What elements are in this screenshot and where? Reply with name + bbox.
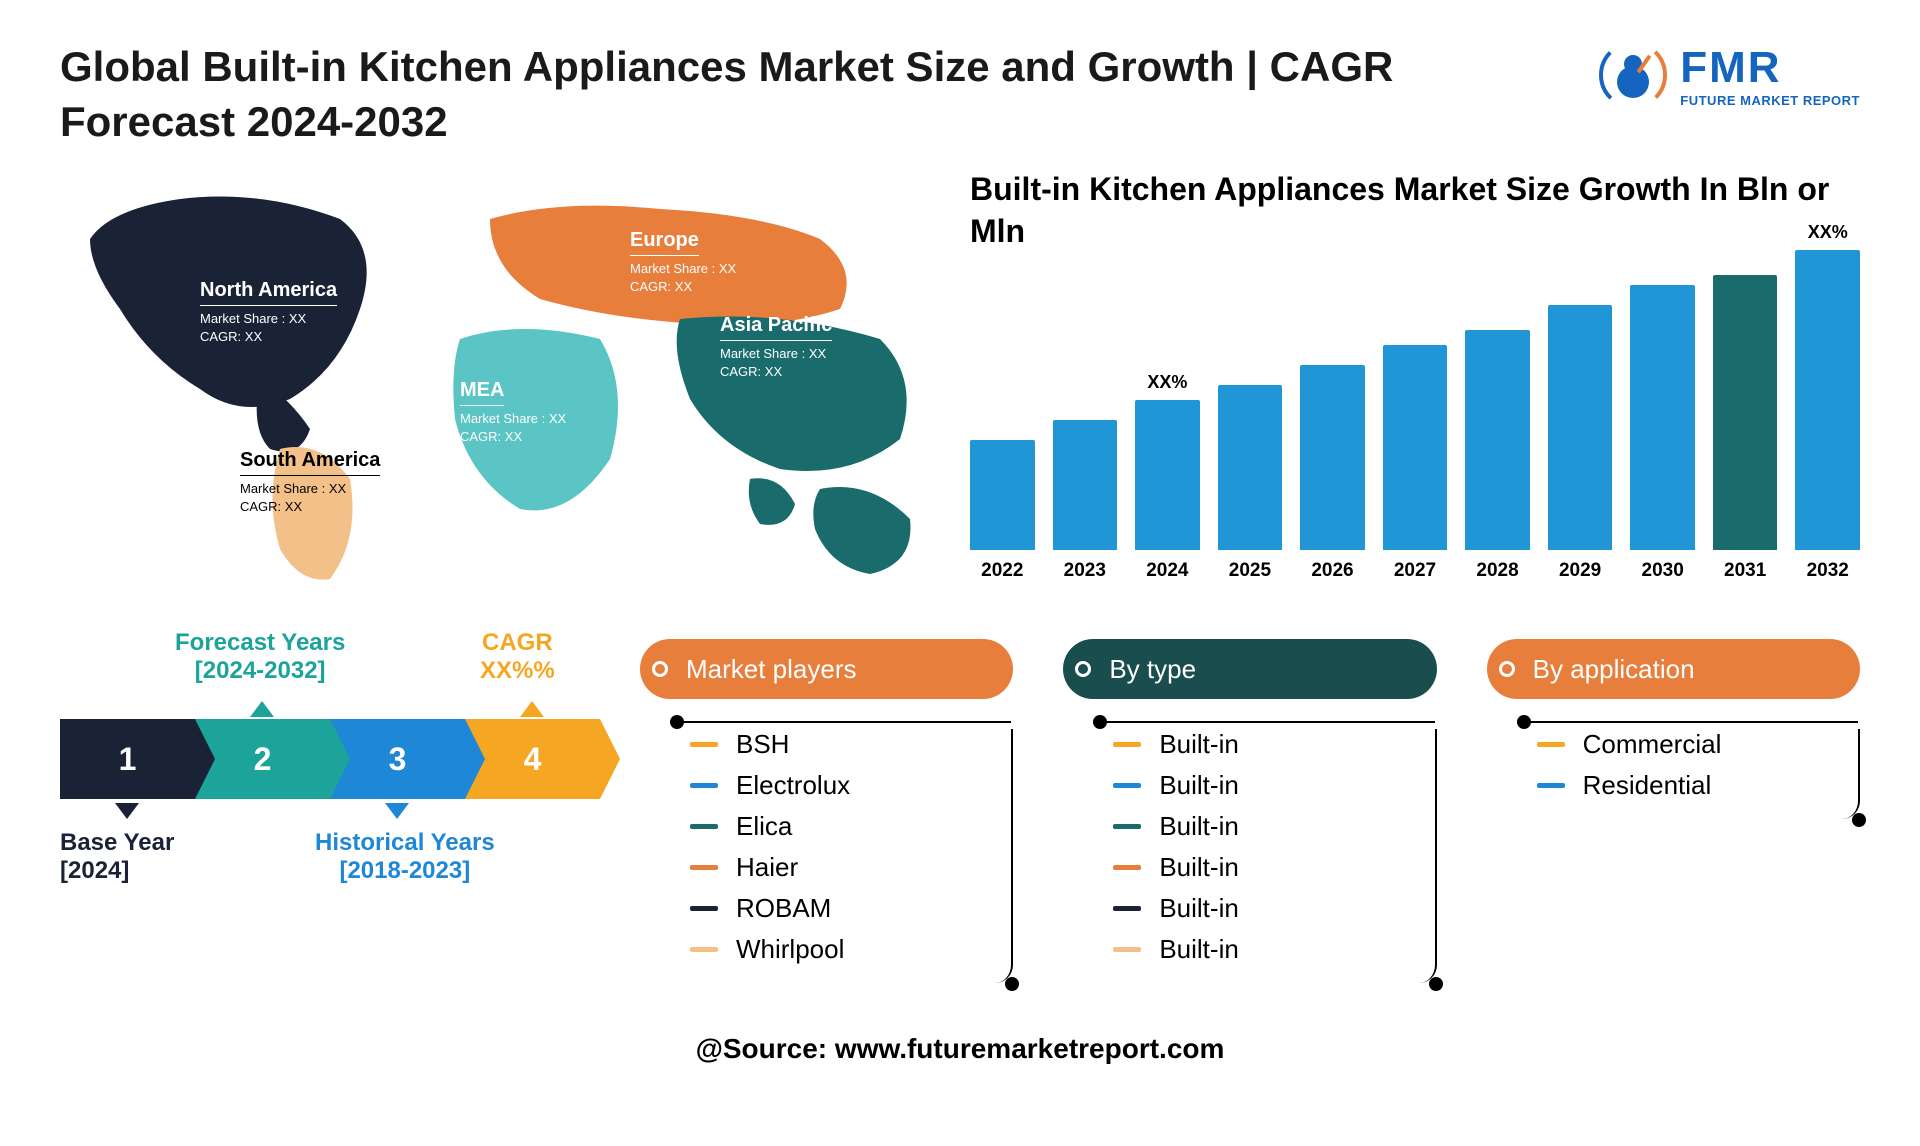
list-item: Built-in xyxy=(1113,811,1434,842)
header: Global Built-in Kitchen Appliances Marke… xyxy=(60,40,1860,149)
list-item: Residential xyxy=(1537,770,1858,801)
bar-2030: 2030 xyxy=(1630,285,1695,582)
seg-1: 1 xyxy=(60,719,195,799)
bar-2027: 2027 xyxy=(1383,345,1448,582)
category-header: Market players xyxy=(640,639,1013,699)
bottom-row: Forecast Years [2024-2032] CAGR XX%% 1 2… xyxy=(60,639,1860,983)
list-item: Built-in xyxy=(1113,770,1434,801)
list-item: Haier xyxy=(690,852,1011,883)
pointer-forecast xyxy=(250,701,274,717)
category-header: By type xyxy=(1063,639,1436,699)
category-by-application: By application Commercial Residential xyxy=(1487,639,1860,983)
region-europe: EuropeMarket Share : XXCAGR: XX xyxy=(630,229,736,296)
list-item: BSH xyxy=(690,729,1011,760)
bar-2031: 2031 xyxy=(1713,275,1778,582)
source-footer: @Source: www.futuremarketreport.com xyxy=(60,1033,1860,1065)
list-item: Built-in xyxy=(1113,893,1434,924)
list-item: Commercial xyxy=(1537,729,1858,760)
historical-label: Historical Years [2018-2023] xyxy=(315,829,495,885)
list-item: Built-in xyxy=(1113,852,1434,883)
base-year-label: Base Year [2024] xyxy=(60,829,174,885)
pointer-cagr xyxy=(520,701,544,717)
bar-2026: 2026 xyxy=(1300,365,1365,582)
list-item: Whirlpool xyxy=(690,934,1011,965)
bar-2024: XX%2024 xyxy=(1135,400,1200,582)
list-item: Built-in xyxy=(1113,934,1434,965)
bar-2028: 2028 xyxy=(1465,330,1530,582)
seg-2: 2 xyxy=(195,719,330,799)
list-item: Elica xyxy=(690,811,1011,842)
timeline: Forecast Years [2024-2032] CAGR XX%% 1 2… xyxy=(60,639,600,983)
pointer-base xyxy=(115,803,139,819)
bar-chart: Built-in Kitchen Appliances Market Size … xyxy=(970,169,1860,589)
region-south-america: South AmericaMarket Share : XXCAGR: XX xyxy=(240,449,380,516)
bar-2023: 2023 xyxy=(1053,420,1118,582)
bars-container: 2022 2023 XX%2024 2025 2026 2027 2028 2029 2030 2… xyxy=(970,272,1860,582)
region-mea: MEAMarket Share : XXCAGR: XX xyxy=(460,379,566,446)
bar-2025: 2025 xyxy=(1218,385,1283,582)
bar-2022: 2022 xyxy=(970,440,1035,582)
logo-brand: FMR xyxy=(1680,43,1860,93)
logo-icon xyxy=(1598,40,1668,110)
page-title: Global Built-in Kitchen Appliances Marke… xyxy=(60,40,1460,149)
seg-4: 4 xyxy=(465,719,600,799)
logo-tagline: FUTURE MARKET REPORT xyxy=(1680,93,1860,108)
region-asia-pacific: Asia PacificMarket Share : XXCAGR: XX xyxy=(720,314,832,381)
cagr-label: CAGR XX%% xyxy=(480,629,555,685)
world-map: North AmericaMarket Share : XXCAGR: XX So… xyxy=(60,169,940,589)
timeline-arrows: 1 2 3 4 xyxy=(60,719,600,799)
bar-2032: XX%2032 xyxy=(1795,250,1860,582)
content-row: North AmericaMarket Share : XXCAGR: XX So… xyxy=(60,169,1860,589)
category-by-type: By type Built-in Built-in Built-in Built-in B… xyxy=(1063,639,1436,983)
chart-title: Built-in Kitchen Appliances Market Size … xyxy=(970,169,1860,252)
region-north-america: North AmericaMarket Share : XXCAGR: XX xyxy=(200,279,337,346)
list-item: ROBAM xyxy=(690,893,1011,924)
bar-2029: 2029 xyxy=(1548,305,1613,582)
seg-3: 3 xyxy=(330,719,465,799)
category-columns: Market players BSH Electrolux Elica Haier ROB… xyxy=(640,639,1860,983)
list-item: Electrolux xyxy=(690,770,1011,801)
list-item: Built-in xyxy=(1113,729,1434,760)
category-market-players: Market players BSH Electrolux Elica Haier ROB… xyxy=(640,639,1013,983)
logo: FMR FUTURE MARKET REPORT xyxy=(1598,40,1860,110)
forecast-label: Forecast Years [2024-2032] xyxy=(175,629,345,685)
category-header: By application xyxy=(1487,639,1860,699)
pointer-historical xyxy=(385,803,409,819)
